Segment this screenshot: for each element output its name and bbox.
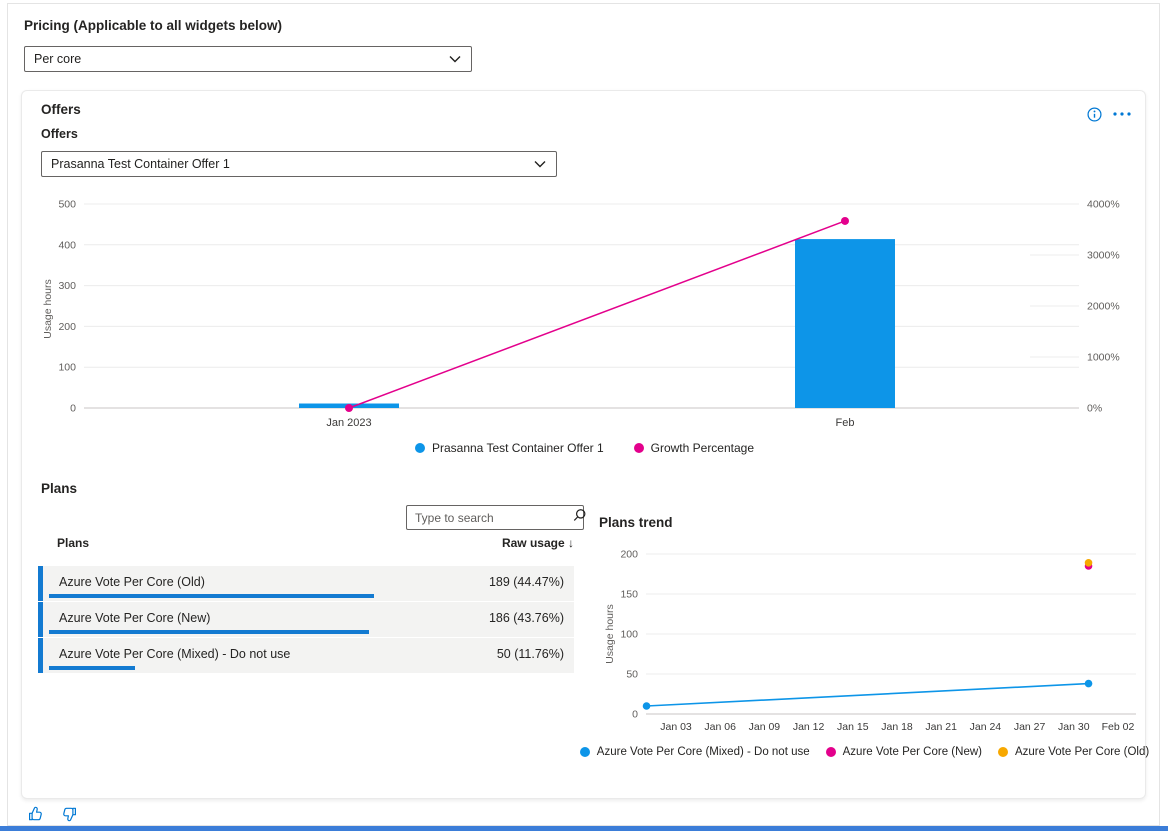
legend-item-2[interactable]: Azure Vote Per Core (Old) xyxy=(997,746,1150,758)
search-icon[interactable] xyxy=(572,508,593,528)
x-axis-tick: Jan 24 xyxy=(970,721,1002,733)
growth-line xyxy=(348,220,846,409)
x-axis-tick: Jan 03 xyxy=(660,721,692,733)
y-axis-tick-left: 400 xyxy=(58,239,76,251)
x-axis-tick: Jan 12 xyxy=(793,721,825,733)
y-axis-tick-right: 4000% xyxy=(1087,199,1120,211)
x-axis-tick: Feb xyxy=(836,417,855,429)
offers-usage-chart: 0 100 200 300 400 500 0% 1000% 2000% 3000% 4000% Us… xyxy=(42,199,1120,430)
legend-item-0[interactable]: Prasanna Test Container Offer 1 xyxy=(414,441,604,455)
plan-row-2[interactable]: Azure Vote Per Core (Mixed) - Do not use… xyxy=(38,638,574,673)
legend-label: Azure Vote Per Core (New) xyxy=(842,746,982,758)
ellipsis-icon[interactable] xyxy=(1110,106,1134,122)
y-axis-tick-left: 500 xyxy=(58,199,76,211)
plan-row-1[interactable]: Azure Vote Per Core (New) 186 (43.76%) xyxy=(38,602,574,637)
offers-widget-card: Offers Offers Prasanna Test Container Of… xyxy=(21,90,1150,799)
offers-dropdown-value: Prasanna Test Container Offer 1 xyxy=(51,157,230,171)
y-axis-tick-left: 200 xyxy=(58,321,76,333)
legend-item-0[interactable]: Azure Vote Per Core (Mixed) - Do not use xyxy=(579,746,810,758)
x-axis-tick: Jan 09 xyxy=(749,721,781,733)
legend-label: Prasanna Test Container Offer 1 xyxy=(431,441,604,455)
pricing-label: Pricing (Applicable to all widgets below… xyxy=(24,18,283,33)
chevron-down-icon xyxy=(534,155,546,173)
legend-dot xyxy=(414,443,425,453)
x-axis-tick: Jan 27 xyxy=(1014,721,1046,733)
growth-point-Feb[interactable] xyxy=(841,216,849,225)
plans-trend-chart: 0 50 100 150 200 Usage hours Jan 03 Jan 06 Jan 0… xyxy=(604,549,1136,733)
y-axis-tick-left: 300 xyxy=(58,280,76,292)
pricing-dropdown-value: Per core xyxy=(34,52,82,66)
plans-search xyxy=(406,505,586,530)
sort-descending-icon: ↓ xyxy=(568,536,574,550)
plan-name: Azure Vote Per Core (Mixed) - Do not use xyxy=(59,647,291,661)
thumbs-up-icon[interactable] xyxy=(26,804,46,824)
column-header-raw-usage[interactable]: Raw usage ↓ xyxy=(501,536,574,550)
legend-dot xyxy=(633,443,644,453)
column-header-plans[interactable]: Plans xyxy=(57,536,90,550)
data-point-0[interactable] xyxy=(1084,679,1093,688)
legend-item-1[interactable]: Growth Percentage xyxy=(633,441,755,455)
feedback-bar xyxy=(26,804,79,824)
offers-dropdown[interactable]: Prasanna Test Container Offer 1 xyxy=(41,151,557,177)
pricing-dropdown[interactable]: Per core xyxy=(24,46,472,72)
y-axis-tick-right: 0% xyxy=(1087,403,1102,415)
y-axis-tick: 50 xyxy=(626,669,638,681)
y-axis-tick: 150 xyxy=(620,589,638,601)
data-point-0[interactable] xyxy=(642,702,651,710)
y-axis-tick: 200 xyxy=(620,549,638,561)
y-axis-tick: 0 xyxy=(632,709,638,721)
plan-name: Azure Vote Per Core (Old) xyxy=(59,575,205,589)
plans-section-title: Plans xyxy=(41,481,78,496)
plan-usage-bar xyxy=(49,594,374,598)
plan-row-0[interactable]: Azure Vote Per Core (Old) 189 (44.47%) xyxy=(38,566,574,601)
plans-trend-legend: Azure Vote Per Core (Mixed) - Do not use… xyxy=(579,746,1150,758)
bar-Feb[interactable] xyxy=(795,239,895,408)
x-axis-tick: Jan 30 xyxy=(1058,721,1090,733)
widget-title: Offers xyxy=(41,102,81,117)
y-axis-tick-left: 0 xyxy=(70,403,76,415)
x-axis-tick: Jan 06 xyxy=(704,721,736,733)
plan-raw-usage: 186 (43.76%) xyxy=(488,611,564,625)
plan-usage-bar xyxy=(49,630,369,634)
data-point-2[interactable] xyxy=(1084,559,1093,567)
y-axis-tick-right: 1000% xyxy=(1087,352,1120,364)
legend-label: Azure Vote Per Core (Old) xyxy=(1014,746,1150,758)
plans-trend-title: Plans trend xyxy=(599,515,673,530)
y-axis-title: Usage hours xyxy=(42,279,54,339)
legend-dot xyxy=(825,747,836,757)
y-axis-tick-right: 2000% xyxy=(1087,301,1120,313)
x-axis-tick: Jan 2023 xyxy=(326,417,371,429)
y-axis-title: Usage hours xyxy=(604,604,616,664)
growth-point-Jan 2023[interactable] xyxy=(345,404,353,412)
plan-name: Azure Vote Per Core (New) xyxy=(59,611,211,625)
chevron-down-icon xyxy=(449,50,461,68)
x-axis-tick: Jan 18 xyxy=(881,721,913,733)
legend-item-1[interactable]: Azure Vote Per Core (New) xyxy=(825,746,982,758)
y-axis-tick: 100 xyxy=(620,629,638,641)
legend-label: Growth Percentage xyxy=(650,441,755,455)
legend-label: Azure Vote Per Core (Mixed) - Do not use xyxy=(596,746,810,758)
plan-usage-bar xyxy=(49,666,135,670)
x-axis-tick: Jan 15 xyxy=(837,721,869,733)
search-input[interactable] xyxy=(407,506,572,529)
y-axis-tick-right: 3000% xyxy=(1087,250,1120,262)
legend-dot xyxy=(579,747,590,757)
offers-chart-legend: Prasanna Test Container Offer 1 Growth Pe… xyxy=(22,441,1147,455)
offers-dropdown-label: Offers xyxy=(41,127,78,141)
x-axis-tick: Feb 02 xyxy=(1102,721,1135,733)
bottom-accent-bar xyxy=(0,826,1168,831)
legend-dot xyxy=(997,747,1008,757)
info-icon[interactable] xyxy=(1084,104,1104,124)
plan-raw-usage: 189 (44.47%) xyxy=(488,575,564,589)
thumbs-down-icon[interactable] xyxy=(59,804,79,824)
trend-line-0 xyxy=(646,682,1089,707)
x-axis-tick: Jan 21 xyxy=(925,721,957,733)
y-axis-tick-left: 100 xyxy=(58,362,76,374)
plan-raw-usage: 50 (11.76%) xyxy=(496,647,564,661)
